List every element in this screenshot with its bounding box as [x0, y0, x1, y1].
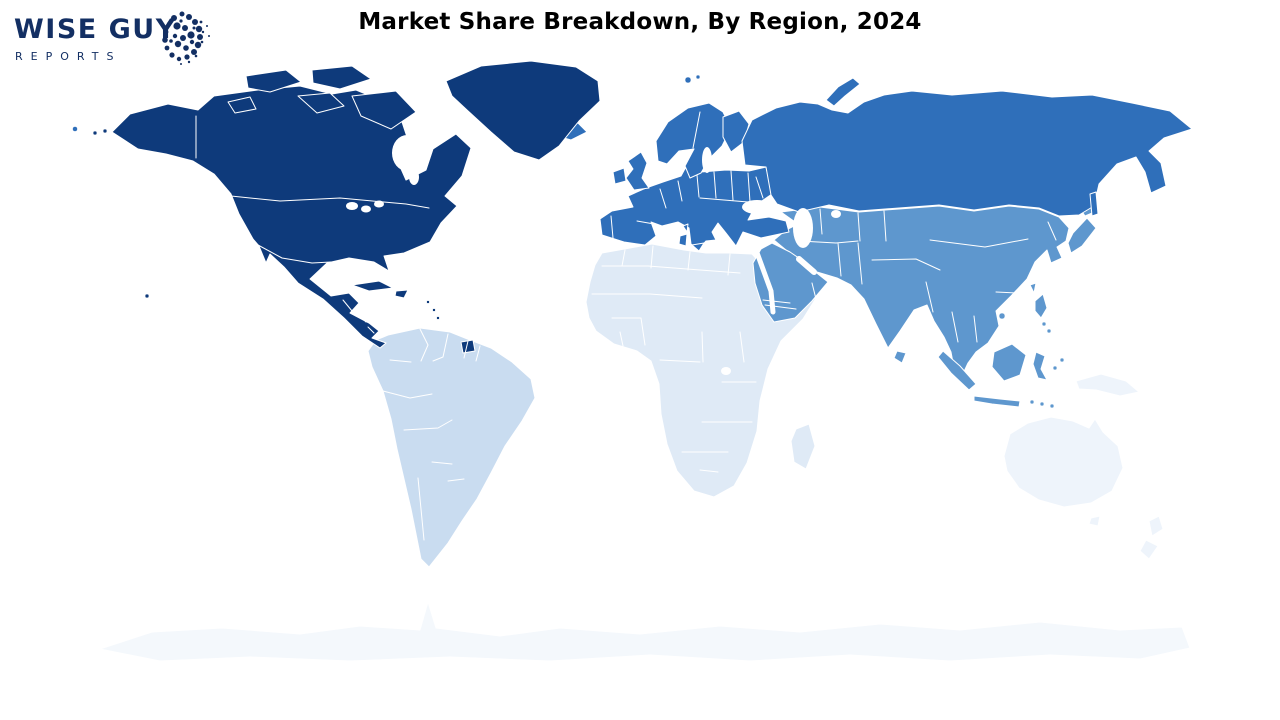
hawaii — [144, 293, 150, 299]
sardinia — [678, 233, 688, 247]
lesser-sunda-1 — [1029, 399, 1035, 405]
asia-mainland — [773, 205, 1070, 379]
french-guiana — [460, 339, 476, 354]
aleutian-1 — [92, 130, 98, 136]
ireland — [612, 167, 627, 185]
antilles-3 — [436, 316, 440, 320]
inland-seas — [346, 135, 841, 375]
borders-south-america — [382, 328, 481, 541]
region-south-america — [367, 327, 536, 568]
moluccas-2 — [1059, 357, 1065, 363]
cuba — [351, 280, 394, 292]
black-sea — [742, 200, 772, 214]
region-north-america — [92, 60, 601, 354]
antilles-1 — [426, 300, 430, 304]
arctic-island-4 — [227, 96, 257, 114]
russia — [741, 90, 1193, 217]
moluccas-1 — [1052, 365, 1058, 371]
sicily — [691, 242, 705, 252]
borders-asia — [764, 208, 1057, 343]
scandinavia — [655, 102, 732, 179]
baffin-island — [351, 90, 417, 130]
north-america-mainland — [111, 85, 472, 349]
borneo — [991, 343, 1027, 382]
great-lake-2 — [361, 205, 371, 213]
new-guinea — [1075, 373, 1140, 397]
novaya-zemlya — [825, 77, 861, 107]
europe-mainland — [599, 164, 790, 250]
java — [973, 395, 1021, 408]
james-bay — [409, 169, 419, 185]
persian-gulf — [796, 256, 817, 275]
dotted-head-icon — [162, 11, 210, 65]
greenland — [445, 60, 601, 161]
great-lake-1 — [346, 202, 358, 210]
borders-africa — [591, 245, 791, 473]
baltic-sea — [702, 147, 712, 173]
hudson-bay — [392, 135, 422, 171]
borders-north-america — [195, 115, 430, 334]
antarctica — [99, 601, 1191, 662]
africa-mainland — [585, 243, 817, 498]
south-america-mainland — [367, 327, 536, 568]
madagascar — [790, 423, 816, 470]
sri-lanka — [893, 350, 907, 364]
caspian-sea — [793, 208, 813, 248]
japan-honshu — [1067, 217, 1097, 254]
svalbard-1 — [684, 76, 692, 84]
arctic-island-3 — [297, 92, 345, 114]
borders-europe — [610, 111, 764, 239]
new-zealand-south — [1139, 539, 1159, 560]
region-africa — [585, 243, 817, 498]
region-europe-russia — [72, 74, 1193, 252]
aral-sea — [831, 210, 841, 218]
lake-victoria — [721, 367, 731, 375]
sumatra — [937, 350, 977, 391]
red-sea — [753, 247, 776, 315]
new-zealand-north — [1148, 515, 1164, 537]
logo-subtitle: REPORTS — [15, 50, 121, 63]
hainan — [998, 312, 1006, 320]
australia — [1003, 416, 1124, 508]
philippines-south-2 — [1046, 328, 1052, 334]
lesser-sunda-2 — [1039, 401, 1045, 407]
logo-title: WISE GUY — [14, 14, 177, 45]
philippines-south-1 — [1041, 321, 1047, 327]
corsica — [682, 223, 689, 233]
region-asia — [752, 198, 1098, 409]
hispaniola — [394, 289, 409, 299]
arctic-island-2 — [311, 65, 372, 90]
country-borders — [195, 111, 1057, 541]
antilles-2 — [432, 308, 436, 312]
arctic-island-1 — [245, 69, 302, 93]
svalbard-2 — [695, 74, 701, 80]
lesser-sunda-3 — [1049, 403, 1055, 409]
chart-title: Market Share Breakdown, By Region, 2024 — [358, 9, 922, 35]
philippines — [1034, 293, 1048, 319]
region-antarctica — [99, 601, 1191, 662]
aleutian-2 — [102, 128, 108, 134]
tasmania — [1088, 515, 1101, 527]
sulawesi — [1032, 351, 1048, 381]
great-britain — [625, 151, 650, 191]
chukotka-fragment — [72, 126, 78, 132]
taiwan — [1029, 282, 1037, 294]
wise-guy-reports-logo: WISE GUY REPORTS — [14, 11, 210, 65]
sakhalin — [1089, 191, 1099, 217]
region-oceania — [1003, 373, 1164, 560]
